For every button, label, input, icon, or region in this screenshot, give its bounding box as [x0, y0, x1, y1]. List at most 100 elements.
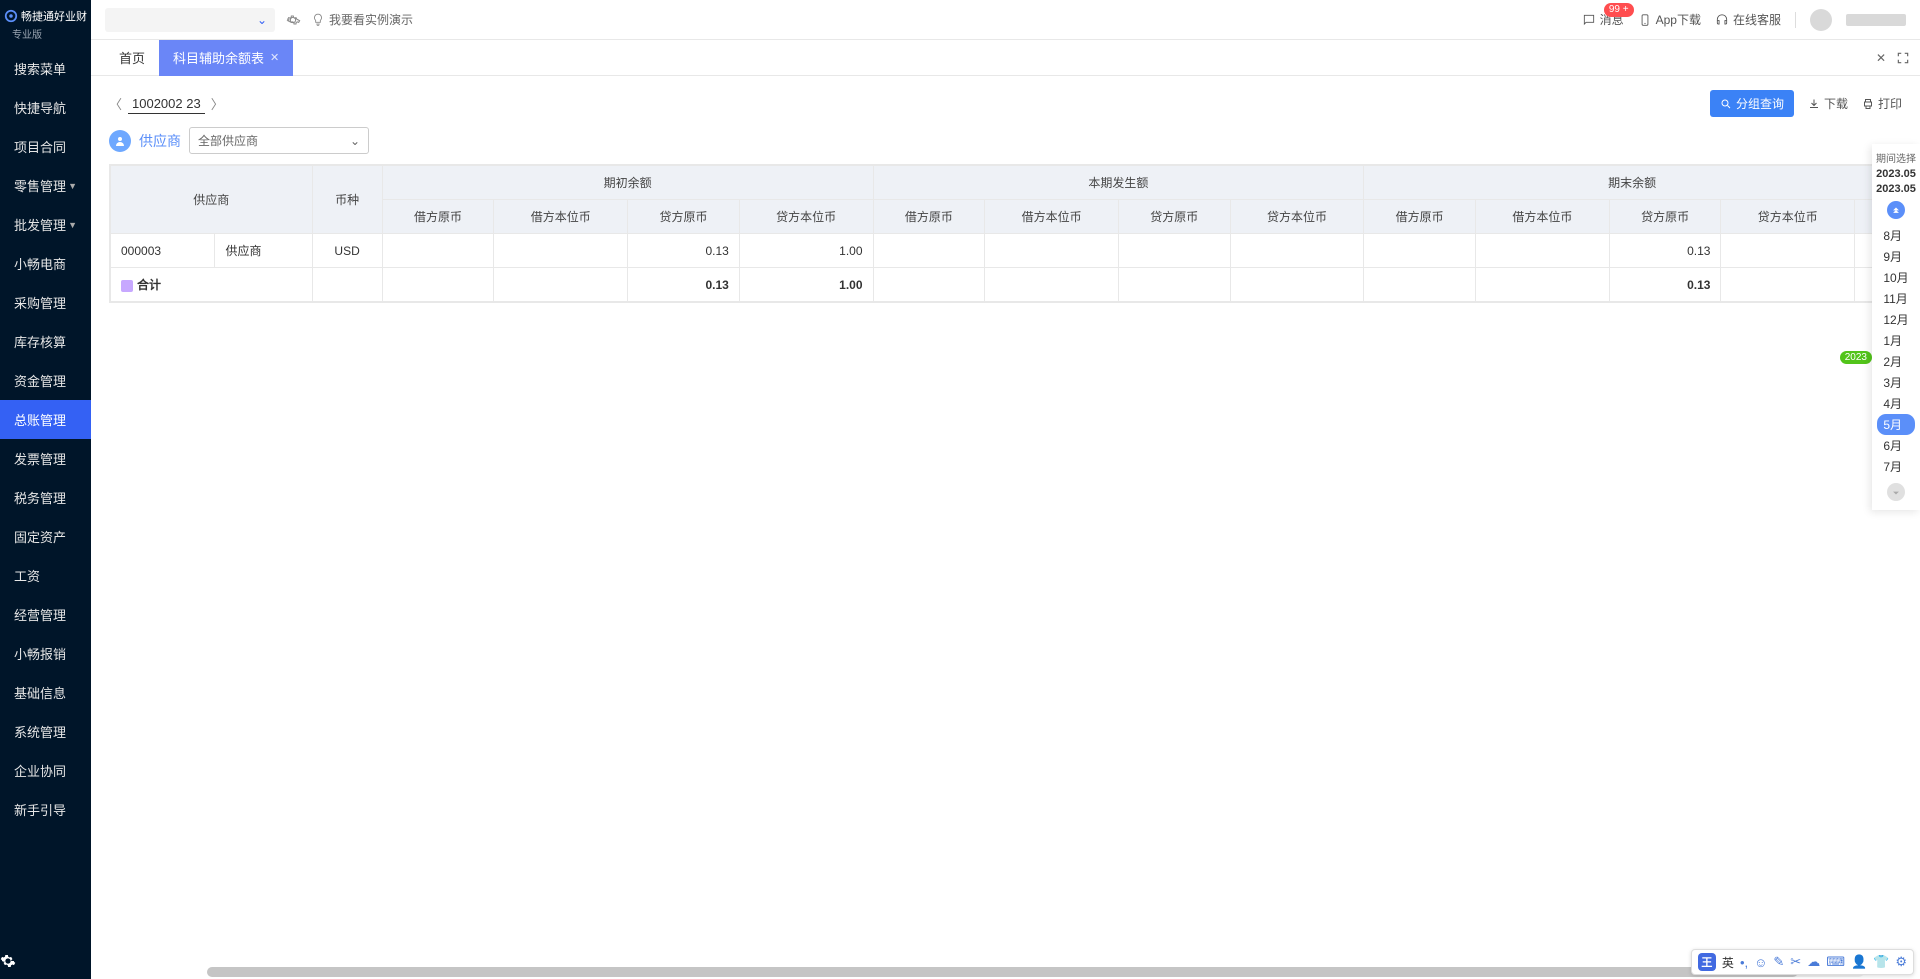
period-month[interactable]: 11月 [1877, 288, 1914, 309]
sidebar-item[interactable]: 总账管理 [0, 400, 91, 439]
sidebar-item-label: 企业协同 [14, 761, 66, 780]
cell-co3: 0.13 [1609, 234, 1721, 268]
fullscreen-icon[interactable] [1896, 51, 1910, 65]
cell-code: 000003 [111, 234, 215, 268]
th-d5: 借方原币 [1364, 200, 1476, 234]
period-month[interactable]: 5月 [1877, 414, 1914, 435]
ime-smile-icon[interactable]: ☺ [1754, 955, 1767, 970]
ime-shirt-icon[interactable]: 👕 [1873, 954, 1889, 970]
demo-link[interactable]: 我要看实例演示 [311, 11, 413, 28]
period-month[interactable]: 7月 [1877, 456, 1914, 477]
download-label: 下载 [1824, 95, 1848, 112]
supplier-select[interactable]: 全部供应商 ⌄ [189, 127, 369, 154]
ime-punct-icon[interactable]: •, [1740, 955, 1748, 970]
download-icon [1808, 98, 1820, 110]
period-month[interactable]: 9月 [1877, 246, 1914, 267]
sidebar-item[interactable]: 采购管理 [0, 283, 91, 322]
group-query-button[interactable]: 分组查询 [1710, 90, 1794, 117]
ime-cloud-icon[interactable]: ☁ [1807, 954, 1820, 970]
th-c4: 贷方本位币 [1230, 200, 1364, 234]
sidebar-item[interactable]: 固定资产 [0, 517, 91, 556]
download-button[interactable]: 下载 [1808, 95, 1848, 112]
period-from: 2023.05 [1876, 168, 1916, 180]
tab-active[interactable]: 科目辅助余额表 ✕ [159, 40, 293, 76]
sidebar-item[interactable]: 新手引导 [0, 790, 91, 829]
ime-toolbar[interactable]: 王 英 •, ☺ ✎ ✂ ☁ ⌨ 👤 👕 ⚙ [1691, 949, 1914, 975]
period-month[interactable]: 10月 [1877, 267, 1914, 288]
period-month[interactable]: 4月 [1877, 393, 1914, 414]
sidebar-item-label: 项目合同 [14, 137, 66, 156]
customer-service-button[interactable]: 在线客服 [1715, 11, 1781, 28]
sidebar-item-label: 批发管理 [14, 215, 66, 234]
sidebar-item[interactable]: 发票管理 [0, 439, 91, 478]
sidebar-item[interactable]: 资金管理 [0, 361, 91, 400]
sidebar-settings[interactable] [0, 943, 91, 979]
th-d2: 借方本位币 [494, 200, 628, 234]
cell-currency: USD [312, 234, 382, 268]
sidebar-item[interactable]: 税务管理 [0, 478, 91, 517]
prev-period[interactable]: 〈 [109, 94, 122, 113]
period-title: 期间选择 [1876, 150, 1916, 165]
year-tag: 2023 [1840, 351, 1872, 364]
horizontal-scrollbar[interactable] [207, 967, 1864, 977]
table-row[interactable]: 000003 供应商 USD 0.13 1.00 0.13 [111, 234, 1901, 268]
total-co3: 0.13 [1609, 268, 1721, 302]
settings-icon[interactable] [285, 12, 301, 28]
phone-icon [1638, 13, 1652, 27]
sidebar-item[interactable]: 经营管理 [0, 595, 91, 634]
avatar[interactable] [1810, 9, 1832, 31]
sidebar: 畅捷通好业财 专业版 搜索菜单快捷导航项目合同零售管理▼批发管理▼小畅电商采购管… [0, 0, 91, 979]
sidebar-item[interactable]: 系统管理 [0, 712, 91, 751]
period-month[interactable]: 2月 [1877, 351, 1914, 372]
download-label: App下载 [1656, 11, 1701, 28]
headset-icon [1715, 13, 1729, 27]
period-month[interactable]: 8月 [1877, 225, 1914, 246]
print-button[interactable]: 打印 [1862, 95, 1902, 112]
ime-edit-icon[interactable]: ✎ [1773, 954, 1784, 970]
sidebar-item[interactable]: 零售管理▼ [0, 166, 91, 205]
tab-home[interactable]: 首页 [105, 40, 159, 76]
ime-scissors-icon[interactable]: ✂ [1790, 954, 1801, 970]
ime-keyboard-icon[interactable]: ⌨ [1826, 954, 1845, 970]
sidebar-item[interactable]: 小畅电商 [0, 244, 91, 283]
period-text[interactable]: 1002002 23 [128, 94, 205, 114]
period-month[interactable]: 6月 [1877, 435, 1914, 456]
sidebar-item-label: 小畅电商 [14, 254, 66, 273]
period-month[interactable]: 3月 [1877, 372, 1914, 393]
sidebar-item-label: 快捷导航 [14, 98, 66, 117]
sidebar-item[interactable]: 批发管理▼ [0, 205, 91, 244]
sidebar-item[interactable]: 快捷导航 [0, 88, 91, 127]
scroll-down[interactable] [1887, 483, 1905, 501]
app-download-button[interactable]: App下载 [1638, 11, 1701, 28]
cell-co1: 0.13 [628, 234, 740, 268]
sidebar-item[interactable]: 库存核算 [0, 322, 91, 361]
scroll-up[interactable] [1887, 201, 1905, 219]
table-total-row: 合计 0.13 1.00 0.13 [111, 268, 1901, 302]
tab-close-all[interactable]: ✕ [1876, 51, 1886, 65]
print-icon [1862, 98, 1874, 110]
period-month[interactable]: 1月 [1877, 330, 1914, 351]
th-opening: 期初余额 [382, 166, 873, 200]
message-icon [1582, 13, 1596, 27]
tab-active-label: 科目辅助余额表 [173, 48, 264, 67]
sidebar-item-label: 基础信息 [14, 683, 66, 702]
sidebar-item[interactable]: 搜索菜单 [0, 49, 91, 88]
sidebar-item-label: 搜索菜单 [14, 59, 66, 78]
messages-button[interactable]: 消息 99 + [1582, 11, 1624, 28]
sidebar-item[interactable]: 工资 [0, 556, 91, 595]
sidebar-item[interactable]: 企业协同 [0, 751, 91, 790]
content: 〈 1002002 23 〉 分组查询 下载 [91, 76, 1920, 979]
ime-person-icon[interactable]: 👤 [1851, 954, 1867, 970]
ime-gear-icon[interactable]: ⚙ [1895, 954, 1907, 970]
toolbar: 〈 1002002 23 〉 分组查询 下载 [109, 90, 1902, 117]
sidebar-item[interactable]: 基础信息 [0, 673, 91, 712]
data-table: 供应商 币种 期初余额 本期发生额 期末余额 借方原币 借方本位币 贷方原币 贷… [109, 164, 1902, 303]
ime-lang[interactable]: 英 [1722, 954, 1734, 971]
close-icon[interactable]: ✕ [270, 51, 279, 64]
service-label: 在线客服 [1733, 11, 1781, 28]
next-period[interactable]: 〉 [211, 94, 224, 113]
sidebar-item[interactable]: 项目合同 [0, 127, 91, 166]
sidebar-item[interactable]: 小畅报销 [0, 634, 91, 673]
period-month[interactable]: 12月 [1877, 309, 1914, 330]
org-selector[interactable]: ⌄ [105, 8, 275, 32]
